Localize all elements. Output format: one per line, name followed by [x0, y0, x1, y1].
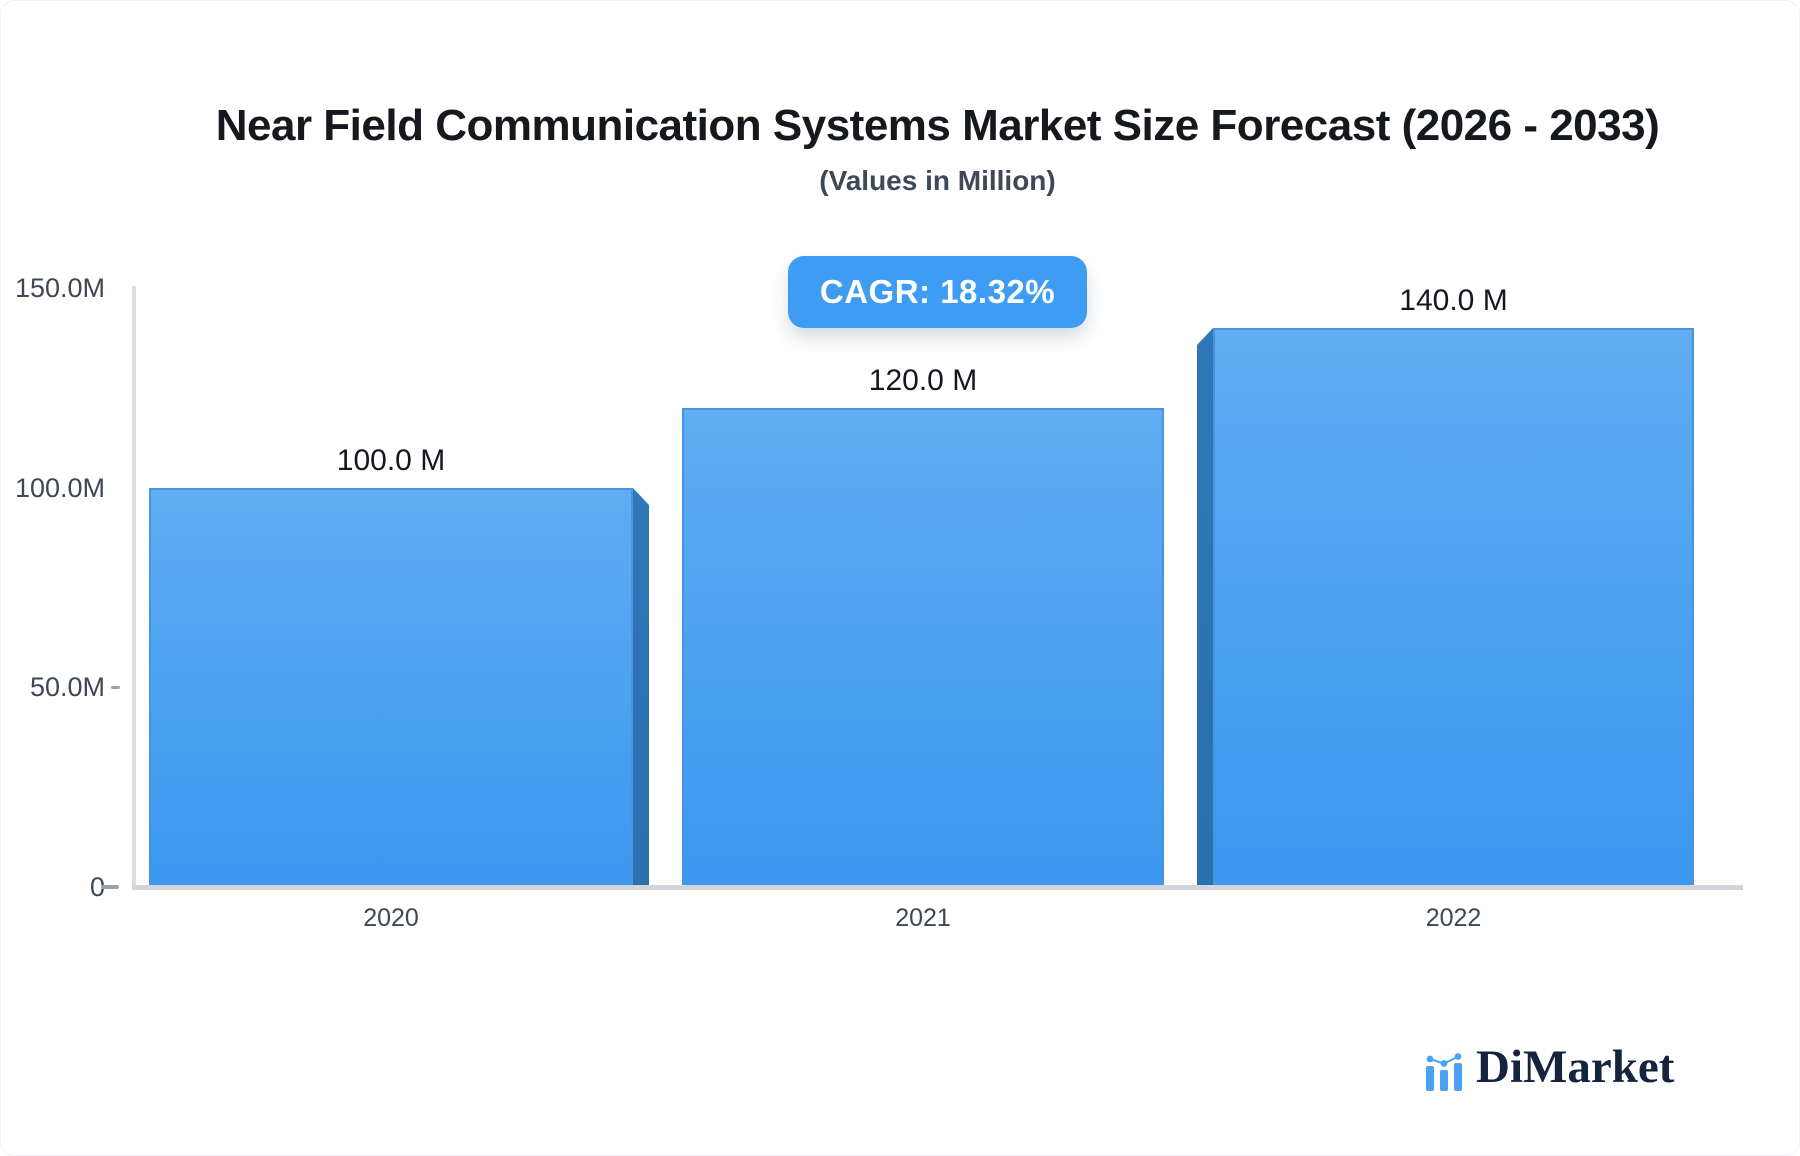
x-axis-label: 2021	[895, 904, 951, 932]
brand-logo: DiMarket	[1424, 1041, 1675, 1093]
bar-value-label: 140.0 M	[1399, 284, 1508, 317]
y-axis-label: 50.0M	[29, 672, 105, 703]
bar-3d-side-2020	[633, 488, 649, 888]
y-axis-tick-mark	[111, 686, 120, 690]
bar-2021[interactable]	[682, 408, 1164, 888]
bar-value-label: 120.0 M	[868, 364, 978, 397]
y-axis-tick-mark	[101, 885, 119, 889]
chart-subtitle: (Values in Million)	[819, 165, 1056, 196]
y-axis-line	[132, 286, 136, 890]
chart-title: Near Field Communication Systems Market …	[215, 101, 1660, 150]
y-axis-label: 150.0M	[14, 273, 105, 303]
bar-3d-side-2022	[1197, 328, 1213, 888]
y-axis-label: 100.0M	[14, 472, 105, 503]
brand-name: DiMarket	[1476, 1041, 1675, 1093]
bar-2020[interactable]	[149, 488, 633, 888]
y-axis-label: 0	[89, 872, 105, 902]
cagr-badge-row: CAGR: 18.32%	[132, 256, 1743, 328]
x-axis-label: 2020	[363, 904, 419, 932]
x-axis-line	[132, 885, 1743, 890]
cagr-badge: CAGR: 18.32%	[787, 256, 1088, 328]
bar-2022[interactable]	[1213, 328, 1694, 888]
bar-value-label: 100.0 M	[336, 444, 446, 477]
bar-chart-icon	[1426, 1053, 1462, 1091]
x-axis-label: 2022	[1425, 904, 1482, 932]
